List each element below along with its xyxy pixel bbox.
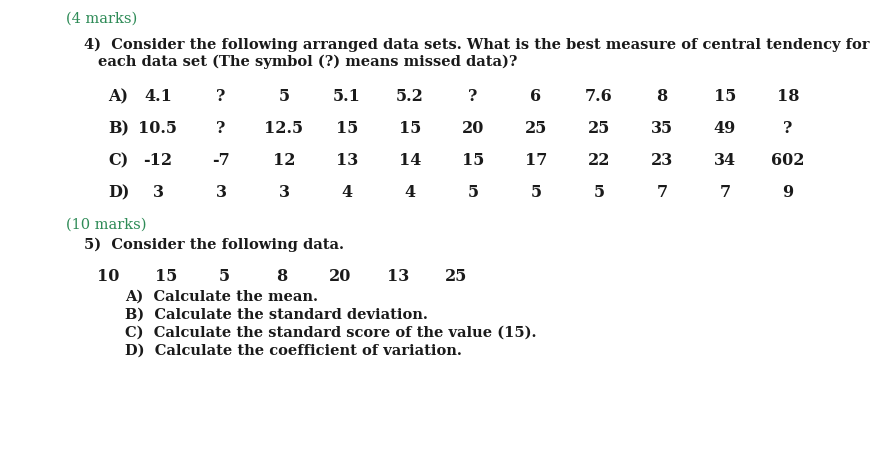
Text: 4)  Consider the following arranged data sets. What is the best measure of centr: 4) Consider the following arranged data … bbox=[84, 38, 870, 52]
Text: 3: 3 bbox=[152, 184, 163, 201]
Text: 8: 8 bbox=[276, 268, 288, 285]
Text: B)  Calculate the standard deviation.: B) Calculate the standard deviation. bbox=[125, 308, 428, 322]
Text: 15: 15 bbox=[336, 120, 358, 137]
Text: 12.5: 12.5 bbox=[265, 120, 303, 137]
Text: 15: 15 bbox=[155, 268, 177, 285]
Text: 20: 20 bbox=[329, 268, 351, 285]
Text: D): D) bbox=[108, 184, 129, 201]
Text: 13: 13 bbox=[336, 152, 358, 169]
Text: A)  Calculate the mean.: A) Calculate the mean. bbox=[125, 290, 318, 304]
Text: 34: 34 bbox=[714, 152, 736, 169]
Text: 5: 5 bbox=[468, 184, 479, 201]
Text: 5)  Consider the following data.: 5) Consider the following data. bbox=[84, 238, 344, 252]
Text: ?: ? bbox=[783, 120, 793, 137]
Text: 25: 25 bbox=[588, 120, 610, 137]
Text: 17: 17 bbox=[524, 152, 547, 169]
Text: 5: 5 bbox=[279, 88, 289, 105]
Text: C): C) bbox=[108, 152, 128, 169]
Text: 9: 9 bbox=[782, 184, 794, 201]
Text: 13: 13 bbox=[387, 268, 409, 285]
Text: 3: 3 bbox=[216, 184, 226, 201]
Text: 5: 5 bbox=[218, 268, 230, 285]
Text: A): A) bbox=[108, 88, 128, 105]
Text: 20: 20 bbox=[461, 120, 484, 137]
Text: 7.6: 7.6 bbox=[585, 88, 613, 105]
Text: 8: 8 bbox=[656, 88, 668, 105]
Text: ?: ? bbox=[216, 88, 225, 105]
Text: 5: 5 bbox=[531, 184, 542, 201]
Text: 15: 15 bbox=[399, 120, 421, 137]
Text: 18: 18 bbox=[777, 88, 799, 105]
Text: 10: 10 bbox=[97, 268, 119, 285]
Text: (10 marks): (10 marks) bbox=[66, 218, 147, 232]
Text: 49: 49 bbox=[714, 120, 736, 137]
Text: 7: 7 bbox=[656, 184, 668, 201]
Text: 4.1: 4.1 bbox=[144, 88, 172, 105]
Text: B): B) bbox=[108, 120, 129, 137]
Text: (4 marks): (4 marks) bbox=[66, 12, 137, 26]
Text: -12: -12 bbox=[143, 152, 172, 169]
Text: D)  Calculate the coefficient of variation.: D) Calculate the coefficient of variatio… bbox=[125, 344, 461, 358]
Text: 602: 602 bbox=[771, 152, 805, 169]
Text: 25: 25 bbox=[445, 268, 468, 285]
Text: 5: 5 bbox=[593, 184, 605, 201]
Text: ?: ? bbox=[216, 120, 225, 137]
Text: 5.1: 5.1 bbox=[333, 88, 361, 105]
Text: 6: 6 bbox=[531, 88, 542, 105]
Text: C)  Calculate the standard score of the value (15).: C) Calculate the standard score of the v… bbox=[125, 326, 537, 340]
Text: -7: -7 bbox=[212, 152, 230, 169]
Text: 12: 12 bbox=[273, 152, 295, 169]
Text: 7: 7 bbox=[719, 184, 731, 201]
Text: 5.2: 5.2 bbox=[396, 88, 424, 105]
Text: each data set (The symbol (?) means missed data)?: each data set (The symbol (?) means miss… bbox=[98, 55, 517, 69]
Text: 22: 22 bbox=[587, 152, 610, 169]
Text: 23: 23 bbox=[651, 152, 673, 169]
Text: 15: 15 bbox=[714, 88, 736, 105]
Text: 4: 4 bbox=[342, 184, 352, 201]
Text: 4: 4 bbox=[405, 184, 415, 201]
Text: 14: 14 bbox=[399, 152, 421, 169]
Text: ?: ? bbox=[468, 88, 478, 105]
Text: 15: 15 bbox=[461, 152, 484, 169]
Text: 35: 35 bbox=[651, 120, 673, 137]
Text: 10.5: 10.5 bbox=[138, 120, 177, 137]
Text: 25: 25 bbox=[524, 120, 547, 137]
Text: 3: 3 bbox=[279, 184, 289, 201]
